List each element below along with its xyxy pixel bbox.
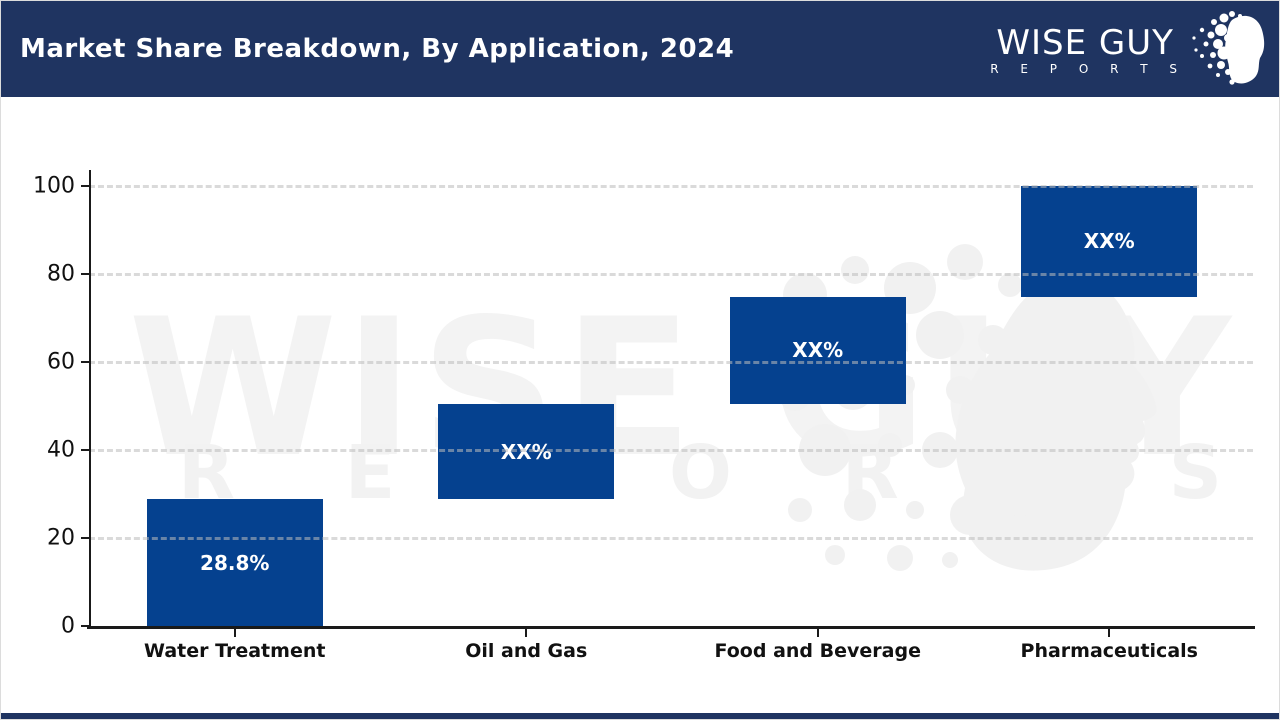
x-tick-label: Food and Beverage [714, 640, 921, 662]
y-gridline [89, 537, 1253, 540]
y-axis-line [89, 170, 91, 628]
x-tick-mark [233, 629, 236, 637]
page-title: Market Share Breakdown, By Application, … [20, 33, 735, 64]
bar-segment: XX% [1021, 186, 1198, 297]
y-gridline [89, 449, 1253, 452]
brand-subtitle: R E P O R T S [990, 61, 1186, 76]
watermark-head-icon [735, 200, 1175, 589]
footer-bar [0, 713, 1280, 720]
y-tick-label: 80 [47, 261, 75, 287]
bar-value-label: XX% [792, 338, 844, 363]
bar-segment: XX% [729, 296, 906, 404]
y-tick-label: 0 [61, 613, 75, 639]
x-tick-mark [1108, 629, 1111, 637]
y-tick-label: 100 [33, 173, 75, 199]
x-tick-label: Pharmaceuticals [1020, 640, 1198, 662]
x-tick-label: Water Treatment [144, 640, 326, 662]
bar-segment: 28.8% [146, 499, 323, 626]
bar-value-label: 28.8% [200, 550, 270, 575]
x-tick-label: Oil and Gas [465, 640, 588, 662]
y-tick-mark [81, 625, 89, 627]
bar-value-label: XX% [1083, 229, 1135, 254]
y-gridline [89, 361, 1253, 364]
header-bar: Market Share Breakdown, By Application, … [0, 0, 1280, 97]
brand-logo-text: WISE GUY R E P O R T S [984, 26, 1186, 75]
y-tick-mark [81, 537, 89, 539]
y-tick-label: 20 [47, 525, 75, 551]
x-tick-mark [525, 629, 528, 637]
x-tick-mark [816, 629, 819, 637]
y-gridline [89, 185, 1253, 188]
y-tick-label: 60 [47, 349, 75, 375]
brand-name: WISE GUY [996, 22, 1174, 63]
brand-head-icon [1188, 8, 1266, 92]
y-tick-mark [81, 361, 89, 363]
y-tick-mark [81, 185, 89, 187]
x-axis-line [87, 626, 1255, 629]
y-gridline [89, 273, 1253, 276]
y-tick-mark [81, 449, 89, 451]
y-tick-mark [81, 273, 89, 275]
y-tick-label: 40 [47, 437, 75, 463]
brand-logo: WISE GUY R E P O R T S [984, 10, 1266, 90]
